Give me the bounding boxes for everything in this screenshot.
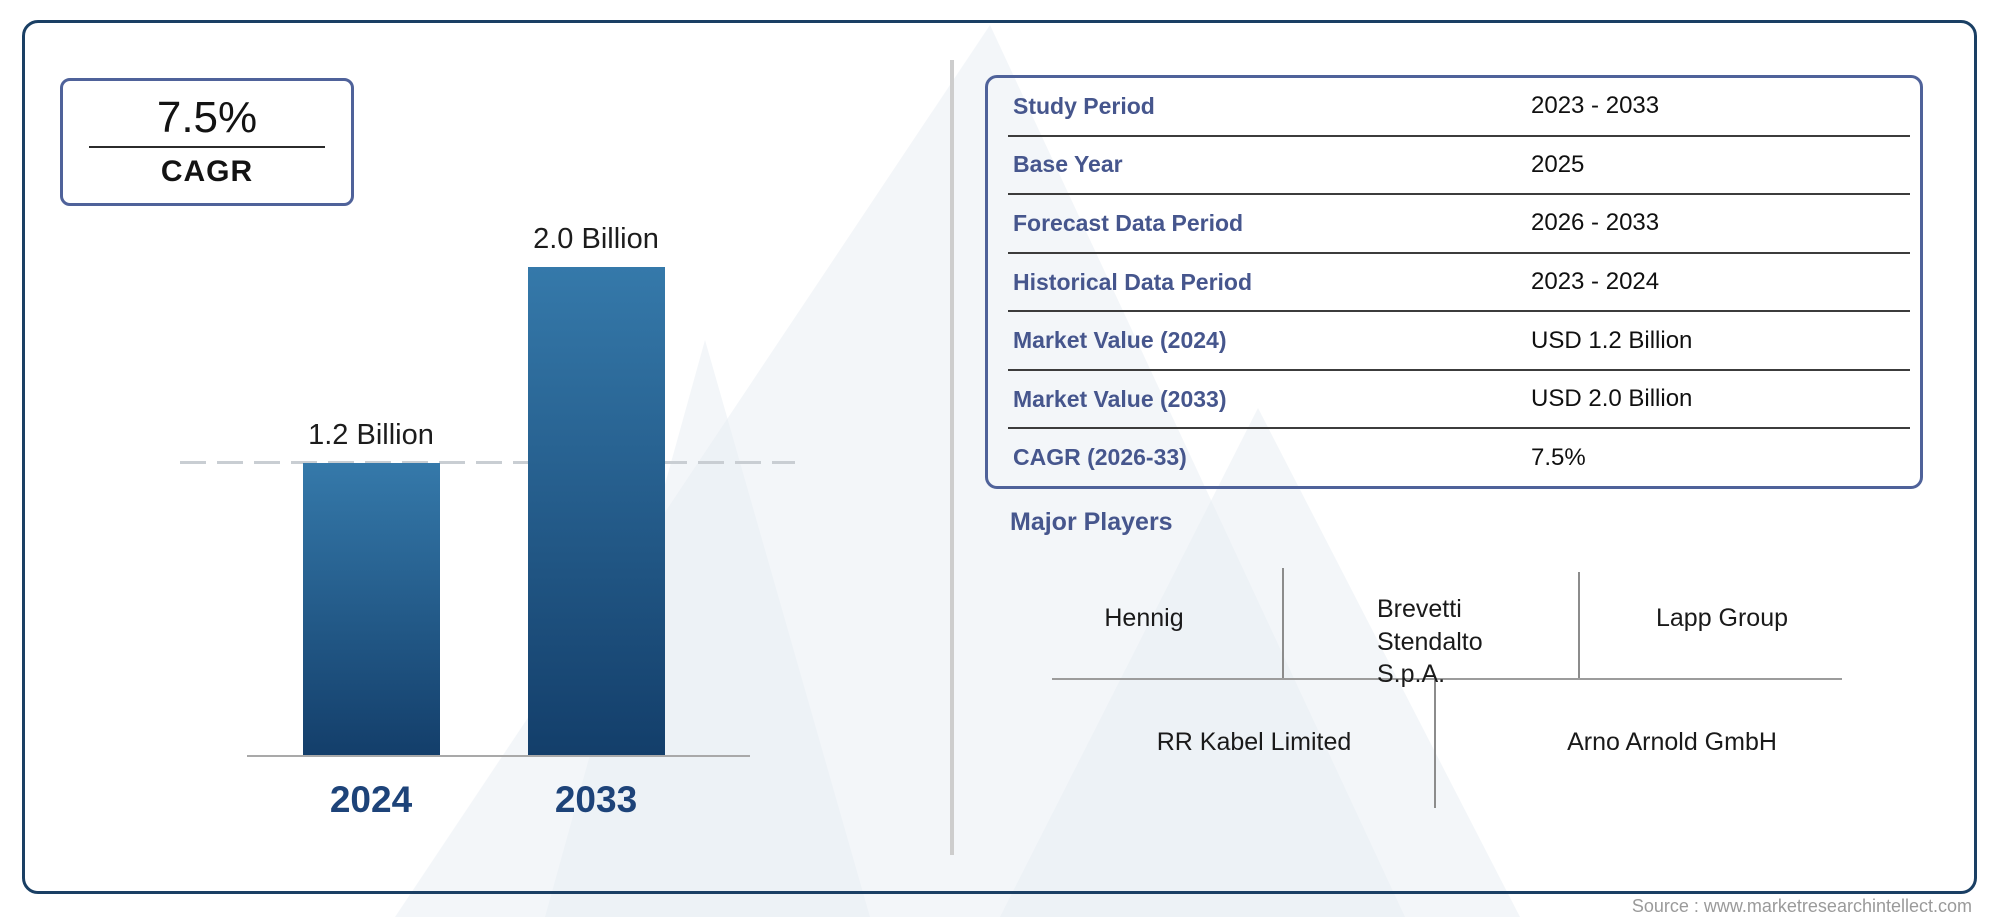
players-divider-vertical-2 bbox=[1578, 572, 1580, 678]
major-players-title: Major Players bbox=[1010, 508, 1173, 536]
source-attribution: Source : www.marketresearchintellect.com bbox=[1631, 896, 1972, 916]
table-row: CAGR (2026-33) 7.5% bbox=[1008, 429, 1910, 486]
table-row-value: 2023 - 2033 bbox=[1531, 92, 1660, 120]
cagr-label: CAGR bbox=[160, 155, 254, 189]
table-row-value: USD 2.0 Billion bbox=[1531, 385, 1693, 413]
bar-category-label: 2024 bbox=[329, 779, 413, 820]
table-row-label: Study Period bbox=[1013, 92, 1155, 119]
bar-2024 bbox=[302, 463, 440, 757]
table-row-value: 2023 - 2024 bbox=[1531, 268, 1660, 296]
table-row-value: 2026 - 2033 bbox=[1531, 209, 1660, 237]
bar-2033 bbox=[527, 267, 665, 757]
player-name: RR Kabel Limited bbox=[1156, 728, 1352, 756]
players-divider-horizontal bbox=[1052, 678, 1842, 680]
table-row-value: 2025 bbox=[1531, 150, 1585, 178]
table-row: Forecast Data Period 2026 - 2033 bbox=[1008, 195, 1910, 254]
chart-baseline bbox=[247, 755, 750, 757]
table-row-value: 7.5% bbox=[1531, 443, 1586, 471]
bar-value-label: 2.0 Billion bbox=[533, 223, 659, 255]
player-name: Brevetti Stendalto S.p.A. bbox=[1377, 595, 1483, 688]
info-table: Study Period 2023 - 2033 Base Year 2025 … bbox=[985, 75, 1923, 489]
table-row: Market Value (2033) USD 2.0 Billion bbox=[1008, 371, 1910, 430]
table-row-label: Forecast Data Period bbox=[1013, 209, 1244, 236]
bar-chart: 1.2 Billion 2024 2.0 Billion 2033 bbox=[0, 0, 960, 917]
table-row-value: USD 1.2 Billion bbox=[1531, 326, 1693, 354]
table-row: Base Year 2025 bbox=[1008, 137, 1910, 196]
player-name: Lapp Group bbox=[1655, 604, 1789, 632]
table-row: Market Value (2024) USD 1.2 Billion bbox=[1008, 312, 1910, 371]
player-name: Hennig bbox=[1104, 604, 1184, 632]
bar-category-label: 2033 bbox=[554, 779, 638, 820]
table-row: Study Period 2023 - 2033 bbox=[1008, 78, 1910, 137]
outer-frame bbox=[22, 20, 1977, 894]
players-divider-vertical-3 bbox=[1434, 679, 1436, 808]
table-row-label: Historical Data Period bbox=[1013, 268, 1253, 295]
table-row-label: Base Year bbox=[1013, 151, 1123, 178]
table-row-label: Market Value (2033) bbox=[1013, 385, 1227, 412]
panel-divider bbox=[950, 60, 954, 855]
player-name: Arno Arnold GmbH bbox=[1567, 728, 1777, 756]
table-row: Historical Data Period 2023 - 2024 bbox=[1008, 254, 1910, 313]
cagr-value: 7.5% bbox=[156, 92, 258, 142]
cagr-divider-line bbox=[88, 146, 326, 149]
cagr-callout-box: 7.5% CAGR bbox=[60, 78, 354, 206]
reference-dashed-line bbox=[180, 461, 795, 464]
bar-value-label: 1.2 Billion bbox=[308, 419, 434, 451]
players-divider-vertical-1 bbox=[1282, 568, 1284, 678]
table-row-label: Market Value (2024) bbox=[1013, 327, 1227, 354]
table-row-label: CAGR (2026-33) bbox=[1013, 444, 1187, 471]
